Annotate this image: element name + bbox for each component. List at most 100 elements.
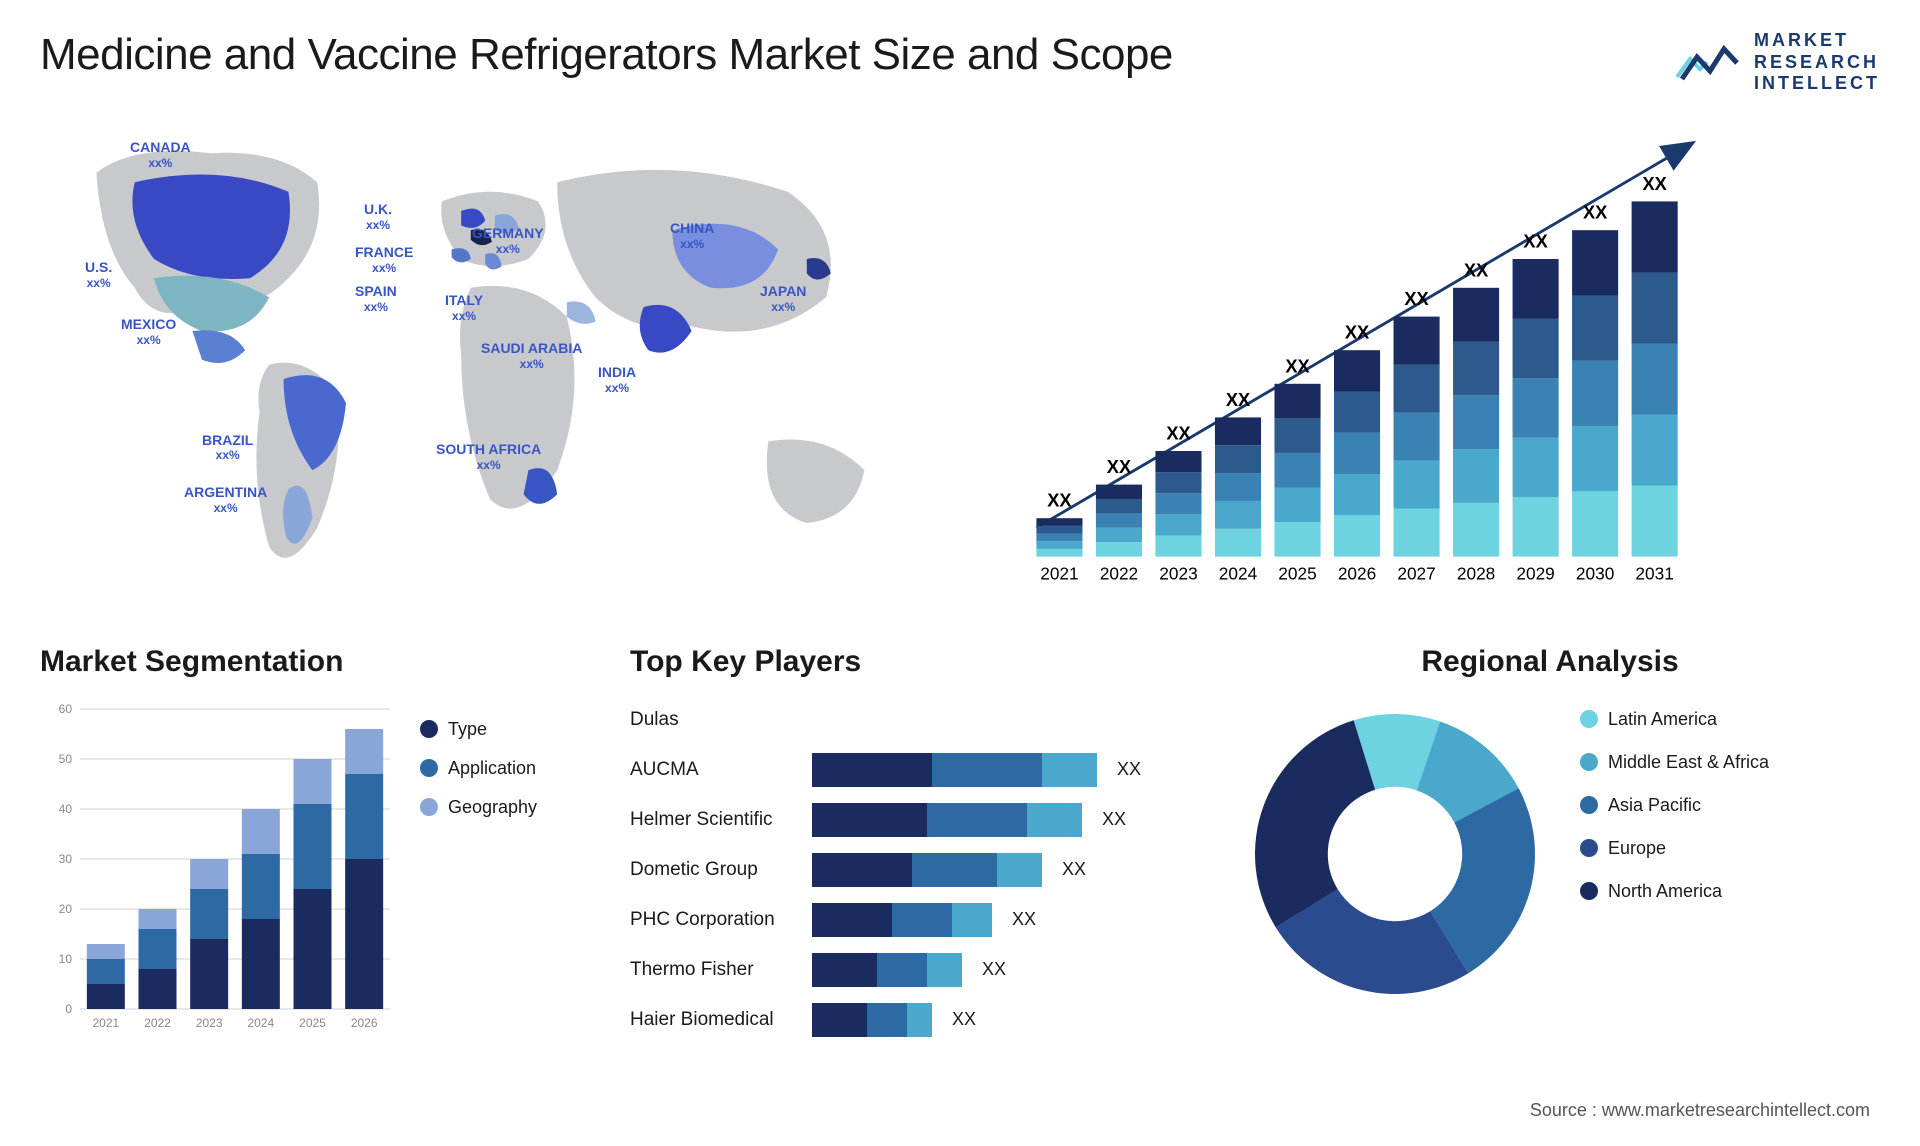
svg-text:10: 10	[59, 952, 73, 966]
svg-text:XX: XX	[1523, 230, 1547, 251]
player-value: XX	[1062, 859, 1086, 880]
svg-text:20: 20	[59, 902, 73, 916]
player-bar	[812, 803, 1082, 837]
region-label: Middle East & Africa	[1608, 752, 1769, 773]
player-bar-seg	[932, 753, 1042, 787]
svg-text:XX: XX	[1404, 288, 1428, 309]
segmentation-legend: Type Application Geography	[420, 719, 537, 1039]
player-bar-seg	[892, 903, 952, 937]
player-value: XX	[982, 959, 1006, 980]
legend-label: Geography	[448, 797, 537, 818]
map-label-southafrica: SOUTH AFRICAxx%	[436, 441, 541, 472]
player-value: XX	[1012, 909, 1036, 930]
svg-text:2026: 2026	[1338, 563, 1376, 583]
region-legend-item: Asia Pacific	[1580, 795, 1769, 816]
player-bar-seg	[997, 853, 1042, 887]
regional-title: Regional Analysis	[1240, 645, 1860, 679]
player-value: XX	[952, 1009, 976, 1030]
player-bar	[812, 853, 1042, 887]
region-legend-item: Middle East & Africa	[1580, 752, 1769, 773]
map-label-uk: U.K.xx%	[364, 201, 392, 232]
svg-text:2023: 2023	[1159, 563, 1197, 583]
player-name: Helmer Scientific	[630, 809, 800, 831]
svg-text:2030: 2030	[1576, 563, 1614, 583]
player-row: Haier BiomedicalXX	[630, 999, 1210, 1041]
player-bar-seg	[1027, 803, 1082, 837]
player-row: Helmer Scientific XX	[630, 799, 1210, 841]
player-bar-seg	[867, 1003, 907, 1037]
legend-dot	[1580, 710, 1598, 728]
player-row: Thermo FisherXX	[630, 949, 1210, 991]
player-name: AUCMA	[630, 759, 800, 781]
logo-icon	[1672, 37, 1742, 87]
growth-bar-chart: XX2021XX2022XX2023XX2024XX2025XX2026XX20…	[980, 115, 1880, 595]
player-row: Dulas	[630, 699, 1210, 741]
region-legend-item: Latin America	[1580, 709, 1769, 730]
legend-dot	[420, 759, 438, 777]
player-row: PHC Corporation XX	[630, 899, 1210, 941]
svg-text:2031: 2031	[1635, 563, 1673, 583]
logo-line1: MARKET	[1754, 30, 1880, 52]
player-bar-seg	[877, 953, 927, 987]
svg-text:XX: XX	[1345, 321, 1369, 342]
region-legend-item: North America	[1580, 881, 1769, 902]
svg-text:XX: XX	[1047, 489, 1071, 510]
legend-dot	[1580, 753, 1598, 771]
map-label-germany: GERMANYxx%	[472, 225, 544, 256]
player-bar	[812, 953, 962, 987]
svg-text:2028: 2028	[1457, 563, 1495, 583]
svg-text:2026: 2026	[351, 1016, 378, 1030]
player-bar	[812, 903, 992, 937]
player-bar-seg	[912, 853, 997, 887]
logo-line3: INTELLECT	[1754, 73, 1880, 95]
svg-text:60: 60	[59, 702, 73, 716]
map-label-mexico: MEXICOxx%	[121, 316, 176, 347]
map-label-canada: CANADAxx%	[130, 139, 191, 170]
legend-item: Geography	[420, 797, 537, 818]
growth-chart-panel: XX2021XX2022XX2023XX2024XX2025XX2026XX20…	[980, 115, 1880, 595]
segmentation-panel: Market Segmentation 01020304050602021202…	[40, 645, 600, 1039]
map-label-china: CHINAxx%	[670, 220, 714, 251]
player-name: PHC Corporation	[630, 909, 800, 931]
legend-dot	[420, 798, 438, 816]
map-label-brazil: BRAZILxx%	[202, 432, 253, 463]
player-bar-seg	[927, 953, 962, 987]
svg-text:XX: XX	[1226, 389, 1250, 410]
svg-text:2022: 2022	[1100, 563, 1138, 583]
svg-text:XX: XX	[1166, 422, 1190, 443]
legend-dot	[1580, 839, 1598, 857]
svg-text:XX: XX	[1285, 355, 1309, 376]
player-bar-seg	[812, 753, 932, 787]
svg-text:2024: 2024	[247, 1016, 274, 1030]
legend-label: Application	[448, 758, 536, 779]
player-bar-seg	[812, 1003, 867, 1037]
map-label-us: U.S.xx%	[85, 259, 112, 290]
segmentation-chart: 0102030405060202120222023202420252026	[40, 699, 400, 1039]
player-row: AUCMA XX	[630, 749, 1210, 791]
legend-dot	[420, 720, 438, 738]
player-value: XX	[1102, 809, 1126, 830]
svg-text:2021: 2021	[1040, 563, 1078, 583]
svg-text:40: 40	[59, 802, 73, 816]
player-bar-seg	[927, 803, 1027, 837]
player-name: Dometic Group	[630, 859, 800, 881]
player-bar-seg	[812, 903, 892, 937]
player-bar-seg	[812, 803, 927, 837]
legend-label: Type	[448, 719, 487, 740]
map-label-spain: SPAINxx%	[355, 283, 397, 314]
map-label-argentina: ARGENTINAxx%	[184, 484, 267, 515]
region-label: Latin America	[1608, 709, 1717, 730]
svg-text:XX: XX	[1583, 201, 1607, 222]
logo-line2: RESEARCH	[1754, 52, 1880, 74]
legend-dot	[1580, 882, 1598, 900]
map-label-italy: ITALYxx%	[445, 292, 483, 323]
map-label-japan: JAPANxx%	[760, 283, 806, 314]
key-players-title: Top Key Players	[630, 645, 1210, 679]
svg-text:2022: 2022	[144, 1016, 171, 1030]
player-row: Dometic Group XX	[630, 849, 1210, 891]
player-value: XX	[1117, 759, 1141, 780]
svg-text:2025: 2025	[299, 1016, 326, 1030]
svg-text:XX: XX	[1107, 456, 1131, 477]
player-bar-seg	[812, 853, 912, 887]
svg-text:0: 0	[65, 1002, 72, 1016]
